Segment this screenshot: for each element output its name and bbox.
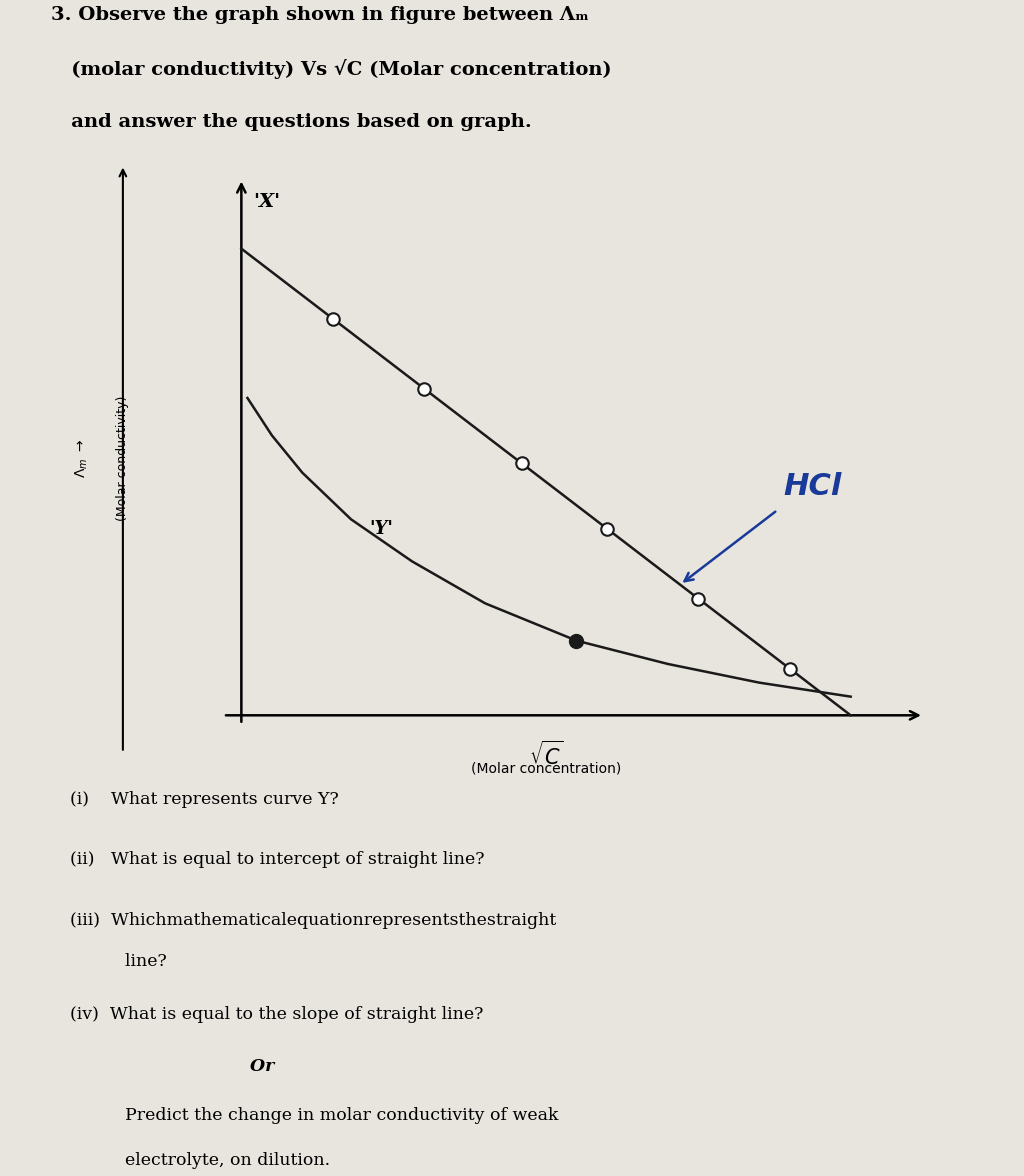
- Text: (ii)   What is equal to intercept of straight line?: (ii) What is equal to intercept of strai…: [71, 851, 484, 868]
- Text: 'X': 'X': [254, 193, 281, 211]
- Text: (Molar concentration): (Molar concentration): [471, 762, 622, 776]
- Text: (iv)  What is equal to the slope of straight line?: (iv) What is equal to the slope of strai…: [71, 1005, 483, 1023]
- Text: and answer the questions based on graph.: and answer the questions based on graph.: [51, 113, 531, 131]
- Text: Or: Or: [71, 1058, 274, 1075]
- Text: (i)    What represents curve Y?: (i) What represents curve Y?: [71, 790, 339, 808]
- Text: $\Lambda_m$ $\rightarrow$: $\Lambda_m$ $\rightarrow$: [74, 439, 90, 479]
- Text: line?: line?: [71, 953, 167, 970]
- Text: electrolyte, on dilution.: electrolyte, on dilution.: [71, 1151, 331, 1169]
- Text: $\sqrt{C}$: $\sqrt{C}$: [529, 741, 563, 769]
- Text: HCl: HCl: [783, 472, 842, 501]
- Text: 3. Observe the graph shown in figure between Λₘ: 3. Observe the graph shown in figure bet…: [51, 6, 590, 24]
- Text: (Molar conductivity): (Molar conductivity): [117, 396, 129, 521]
- Text: (iii)  Whichmathematicalequationrepresentsthestraight: (iii) Whichmathematicalequationrepresent…: [71, 913, 556, 929]
- Text: 'Y': 'Y': [370, 520, 393, 537]
- Text: Predict the change in molar conductivity of weak: Predict the change in molar conductivity…: [71, 1107, 559, 1124]
- Text: (molar conductivity) Vs √C (Molar concentration): (molar conductivity) Vs √C (Molar concen…: [51, 60, 611, 80]
